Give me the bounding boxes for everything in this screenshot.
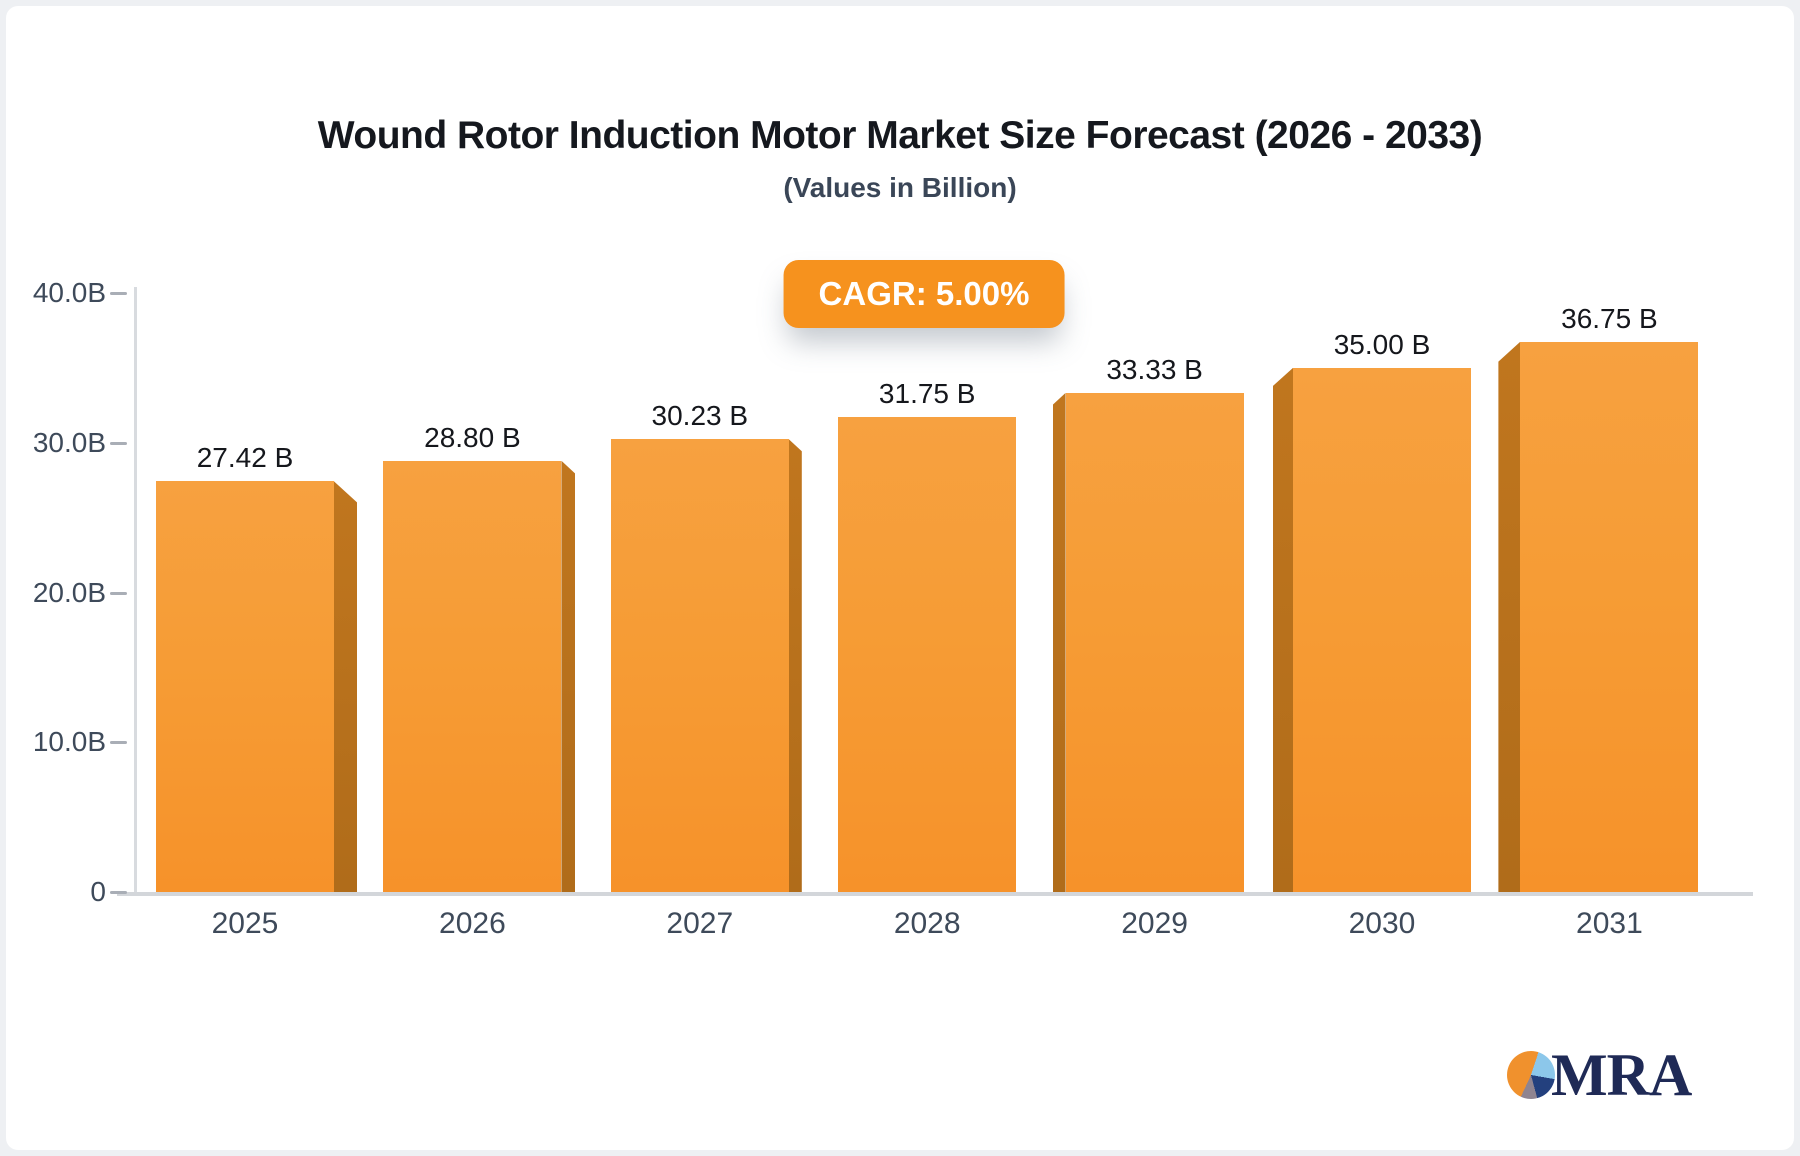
y-tick-label: 40.0B [32,277,106,308]
bar-2026 [383,460,562,892]
bar-value-label: 36.75 B [1561,302,1658,334]
logo-text: MRA [1551,1042,1692,1108]
bar-3d-side-2027 [788,439,802,892]
y-tick-label: 0 [90,876,106,907]
cagr-badge: CAGR: 5.00% [783,260,1065,328]
bar-value-label: 33.33 B [1106,353,1203,385]
y-tick-mark [110,591,127,595]
x-axis-line [117,892,1753,896]
y-tick-mark [110,292,127,295]
y-tick-label: 20.0B [32,576,106,608]
bar-2027 [610,439,789,892]
x-tick-label: 2030 [1348,907,1416,940]
chart-card: Wound Rotor Induction Motor Market Size … [6,6,1794,1150]
bar-value-label: 27.42 B [196,442,294,474]
bar-value-label: 28.80 B [424,421,521,453]
bar-2029 [1065,392,1244,892]
x-tick-label: 2028 [893,907,961,940]
bar-2025 [156,481,334,892]
x-tick-label: 2027 [666,907,734,940]
x-tick-label: 2025 [211,907,279,940]
bar-3d-side-2030 [1273,367,1293,892]
y-tick-label: 30.0B [32,426,106,458]
pie-chart-logo-icon [1507,1051,1555,1099]
y-tick-mark [110,891,127,894]
bar-value-label: 30.23 B [651,400,749,432]
bar-3d-side-2029 [1052,392,1066,892]
brand-logo: MRA [1507,1042,1692,1108]
chart-subtitle: (Values in Billion) [783,172,1017,203]
chart-title: Wound Rotor Induction Motor Market Size … [317,114,1483,157]
bar-value-label: 35.00 B [1333,328,1431,360]
y-tick-mark [110,441,127,445]
bar-value-label: 31.75 B [878,377,976,409]
bar-2031 [1520,341,1699,892]
y-tick-mark [110,741,127,745]
bar-3d-side-2026 [561,460,576,892]
y-tick-label: 10.0B [32,726,106,758]
bar-3d-side-2031 [1498,341,1521,892]
x-tick-label: 2026 [439,907,506,940]
x-tick-label: 2029 [1121,907,1188,940]
cagr-badge-label: CAGR: 5.00% [818,275,1030,312]
y-axis-line [134,287,137,892]
bar-3d-side-2025 [334,481,357,892]
plot-area: 40.0B 30.0B 20.0B 10.0B 0 27.42 B 2025 28.80 B… [6,6,1800,1156]
x-tick-label: 2031 [1576,907,1643,940]
bar-2028 [838,416,1017,892]
bar-2030 [1293,367,1471,892]
